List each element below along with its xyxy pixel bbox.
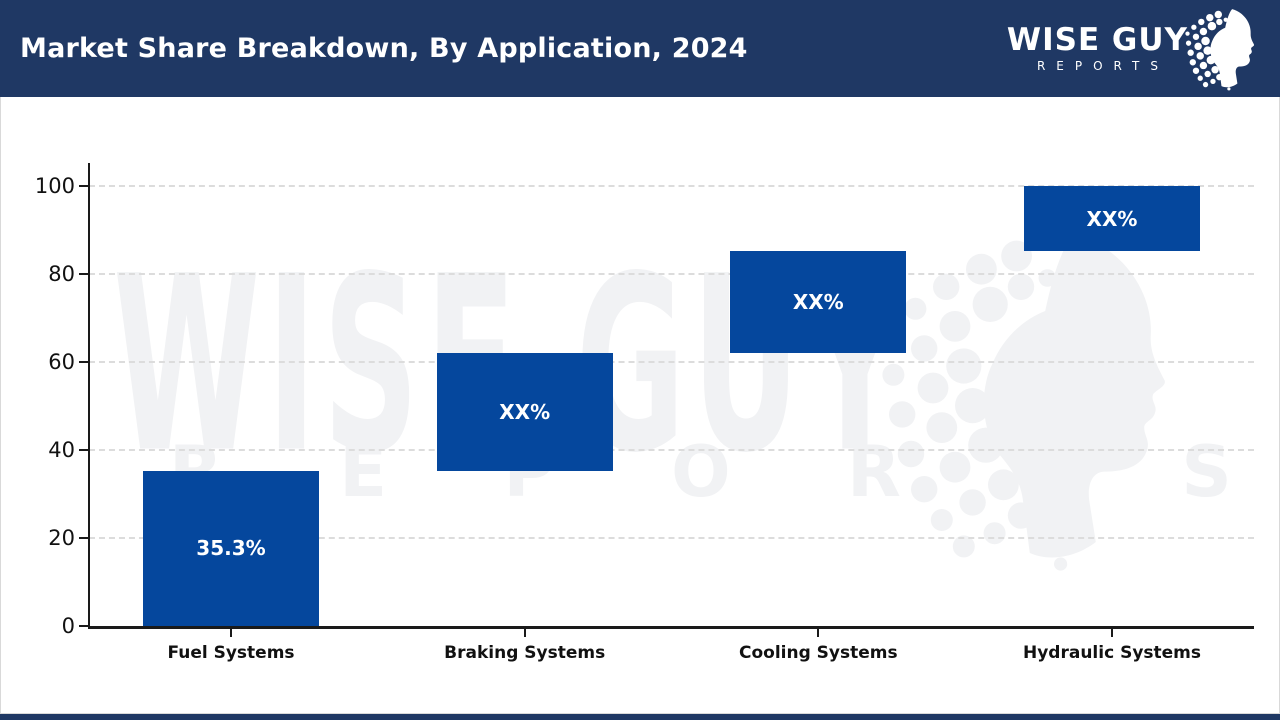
x-axis-spine [87,626,1254,629]
y-tick-label: 60 [48,350,75,374]
x-tick-mark [1111,628,1114,637]
chart-canvas: WISE GUY R E P O R T S 0 20 40 60 80 100 35.3%… [0,97,1280,714]
bar-value-label: XX% [499,399,551,424]
page-title: Market Share Breakdown, By Application, … [20,33,748,64]
y-tick-label: 20 [48,526,75,550]
x-tick-mark [817,628,820,637]
x-tick-mark [230,628,233,637]
bar-value-label: 35.3% [196,536,266,561]
y-gridline [89,449,1254,451]
dotted-head-icon [1185,8,1255,90]
bar-value-label: XX% [792,290,844,315]
y-tick-mark [79,449,88,452]
y-tick-label: 40 [48,438,75,462]
y-tick-label: 100 [34,174,75,198]
header-bar: Market Share Breakdown, By Application, … [0,0,1280,97]
y-tick-label: 0 [61,614,75,638]
waterfall-bar: XX% [1024,186,1200,252]
y-tick-mark [79,273,88,276]
y-gridline [89,273,1254,275]
y-axis-spine [87,163,90,629]
logo-text: WISE GUY REPORTS [1006,22,1188,73]
y-tick-mark [79,625,88,628]
y-gridline [89,361,1254,363]
y-tick-mark [79,361,88,364]
x-category-label: Fuel Systems [167,643,295,663]
wise-guy-logo: WISE GUY REPORTS [1007,6,1262,92]
footer-bar [0,714,1280,720]
bar-value-label: XX% [1086,206,1138,231]
waterfall-bar: 35.3% [143,470,319,626]
x-category-label: Cooling Systems [738,643,898,663]
logo-subtext: REPORTS [1036,59,1169,73]
waterfall-bar: XX% [730,251,907,354]
x-category-label: Braking Systems [444,643,606,663]
y-gridline [89,537,1254,539]
watermark-head-icon [880,234,1165,571]
x-category-label: Hydraulic Systems [1022,643,1202,663]
logo-wordmark: WISE GUY [1006,22,1188,58]
y-gridline [89,185,1254,187]
y-tick-label: 80 [48,262,75,286]
waterfall-bar: XX% [436,353,613,471]
x-tick-mark [523,628,526,637]
y-tick-mark [79,537,88,540]
y-tick-mark [79,185,88,188]
